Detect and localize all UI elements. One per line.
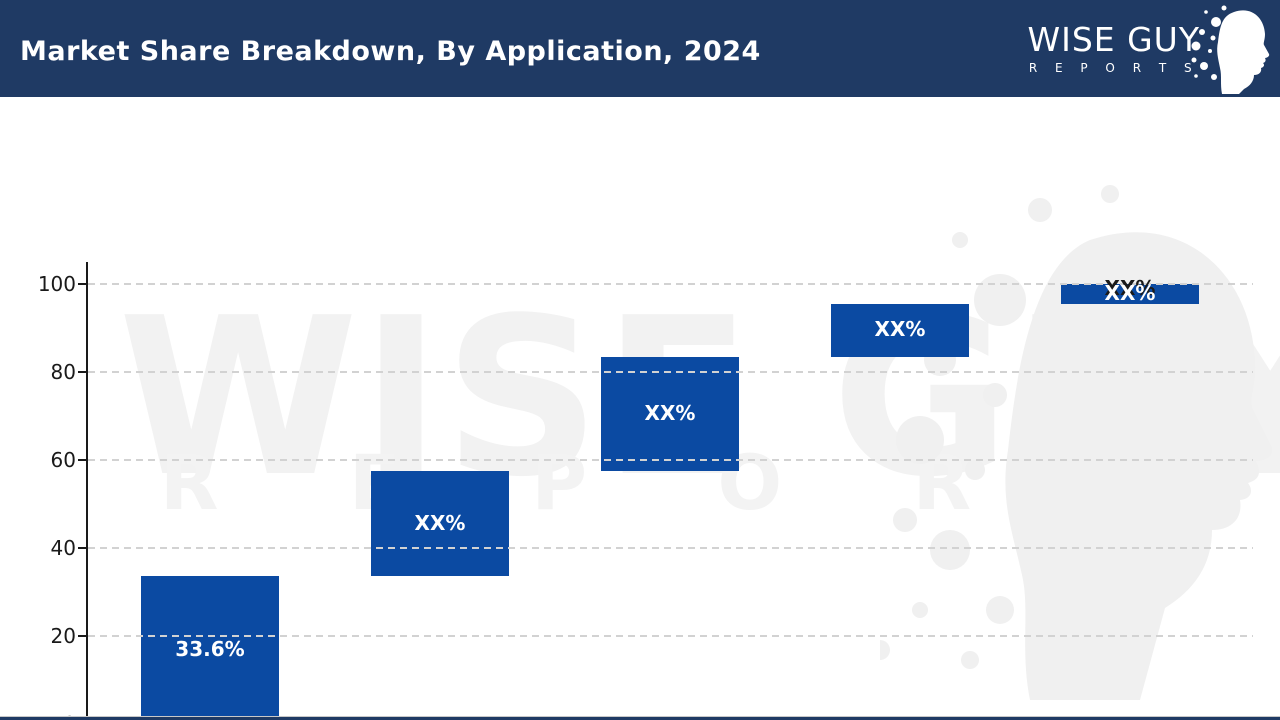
logo-face-icon bbox=[1191, 5, 1270, 94]
logo: WISE GUY R E P O R T S bbox=[1027, 4, 1272, 94]
bar-industrial-automation bbox=[1061, 284, 1199, 304]
bar-consumer-electronics bbox=[831, 303, 969, 358]
chart-area: 02040608010033.6%AerospaceXX%Medical Dev… bbox=[0, 97, 1280, 720]
gridline-100 bbox=[88, 283, 1253, 285]
watermark-face-icon bbox=[880, 185, 1273, 700]
y-tick-mark bbox=[78, 635, 87, 637]
bar-value-label: XX% bbox=[644, 401, 696, 426]
bar-aerospace bbox=[141, 576, 279, 720]
bar-value-label: XX% bbox=[874, 317, 926, 342]
y-tick-label: 20 bbox=[50, 624, 76, 648]
logo-text: WISE GUY R E P O R T S bbox=[1027, 22, 1200, 76]
bar-value-label: XX% bbox=[1104, 280, 1156, 305]
bar-telecommunications bbox=[601, 357, 739, 472]
y-tick-label: 40 bbox=[50, 536, 76, 560]
footer-strip bbox=[0, 716, 1280, 720]
gridline-60 bbox=[88, 459, 1253, 461]
y-axis-spine bbox=[86, 262, 88, 720]
header: Market Share Breakdown, By Application, … bbox=[0, 0, 1280, 97]
logo-reports: R E P O R T S bbox=[1028, 61, 1199, 75]
bar-value-label: 33.6% bbox=[175, 637, 245, 662]
logo-wordmark: WISE GUY bbox=[1027, 20, 1200, 59]
y-tick-label: 100 bbox=[37, 272, 76, 296]
page-title: Market Share Breakdown, By Application, … bbox=[20, 36, 761, 67]
y-tick-label: 60 bbox=[50, 448, 76, 472]
y-tick-mark bbox=[78, 459, 87, 461]
y-tick-mark bbox=[78, 547, 87, 549]
y-tick-mark bbox=[78, 371, 87, 373]
bar-value-label: XX% bbox=[414, 510, 466, 535]
gridline-80 bbox=[88, 371, 1253, 373]
gridline-20 bbox=[88, 635, 1253, 637]
y-tick-mark bbox=[78, 283, 87, 285]
y-tick-label: 80 bbox=[50, 360, 76, 384]
gridline-40 bbox=[88, 547, 1253, 549]
bar-medical-devices bbox=[371, 471, 509, 577]
